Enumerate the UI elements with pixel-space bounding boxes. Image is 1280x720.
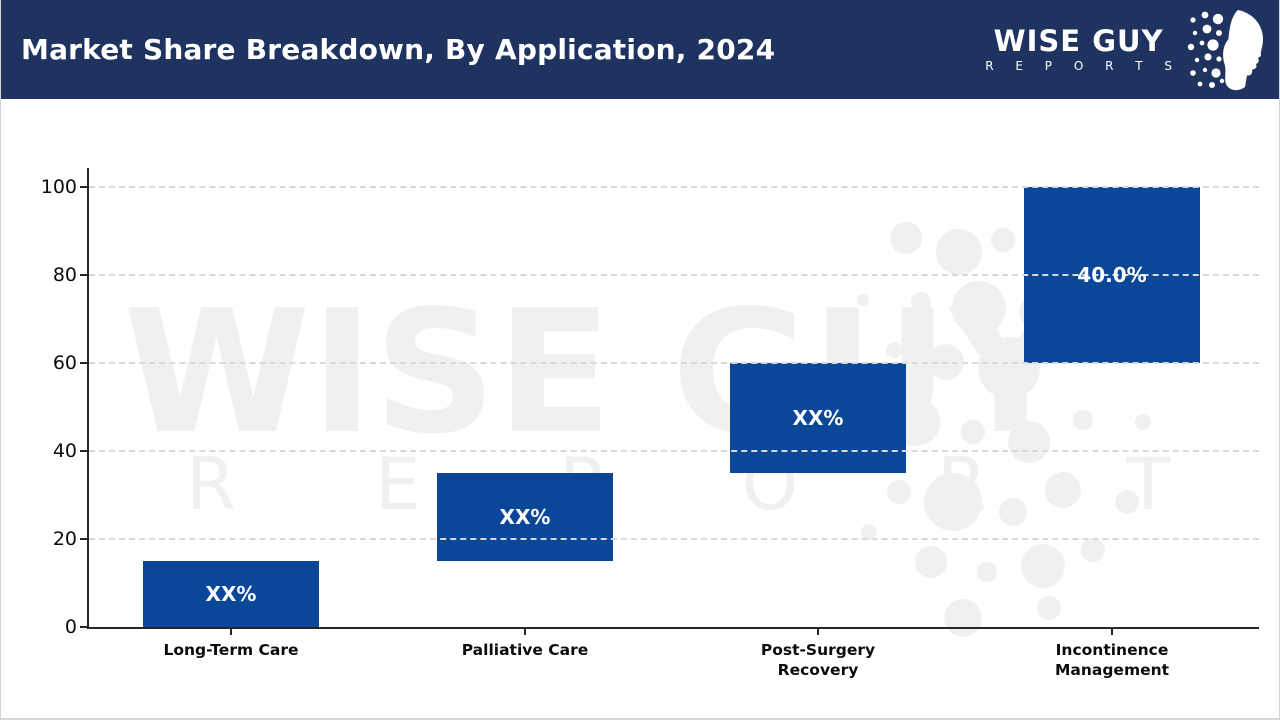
gridline-y-100: [89, 186, 1259, 188]
bar-value-label: XX%: [205, 582, 257, 606]
gridline-y-80: [89, 274, 1259, 276]
y-tick-label: 80: [52, 264, 77, 286]
y-tick-mark: [80, 186, 87, 188]
bar-value-label: 40.0%: [1077, 263, 1147, 287]
bar-segment: [437, 473, 613, 561]
x-axis-spine: [87, 627, 1259, 629]
gridline-y-40: [89, 450, 1259, 452]
bar-segment: [143, 561, 319, 627]
header-bar: Market Share Breakdown, By Application, …: [1, 0, 1279, 99]
chart-title: Market Share Breakdown, By Application, …: [21, 33, 776, 66]
brand-logo: WISE GUY R E P O R T S: [976, 7, 1267, 93]
y-tick-label: 40: [52, 440, 77, 462]
y-tick-mark: [80, 626, 87, 628]
y-tick-mark: [80, 362, 87, 364]
y-tick-label: 100: [40, 176, 77, 198]
x-category-label: Palliative Care: [461, 641, 589, 659]
y-tick-mark: [80, 274, 87, 276]
bar-value-label: XX%: [499, 505, 551, 529]
y-tick-label: 20: [52, 528, 77, 550]
brand-subtext: R E P O R T S: [985, 59, 1181, 73]
x-tick-mark: [230, 627, 232, 635]
gridline-y-60: [89, 362, 1259, 364]
y-tick-label: 60: [52, 352, 77, 374]
y-tick-label: 0: [64, 616, 77, 638]
brand-wordmark-block: WISE GUY R E P O R T S: [976, 24, 1181, 73]
x-tick-mark: [524, 627, 526, 635]
x-category-label: Incontinence Management: [1054, 641, 1170, 679]
y-axis-spine: [87, 168, 89, 629]
bar-value-label: XX%: [792, 406, 844, 430]
head-profile-icon: [1187, 9, 1263, 90]
y-tick-mark: [80, 450, 87, 452]
x-tick-mark: [1111, 627, 1113, 635]
x-tick-mark: [817, 627, 819, 635]
x-category-label: Long-Term Care: [163, 641, 299, 659]
x-category-label: Post-Surgery Recovery: [760, 641, 876, 679]
brand-wordmark: WISE GUY: [993, 24, 1164, 58]
gridline-y-20: [89, 538, 1259, 540]
y-tick-mark: [80, 538, 87, 540]
